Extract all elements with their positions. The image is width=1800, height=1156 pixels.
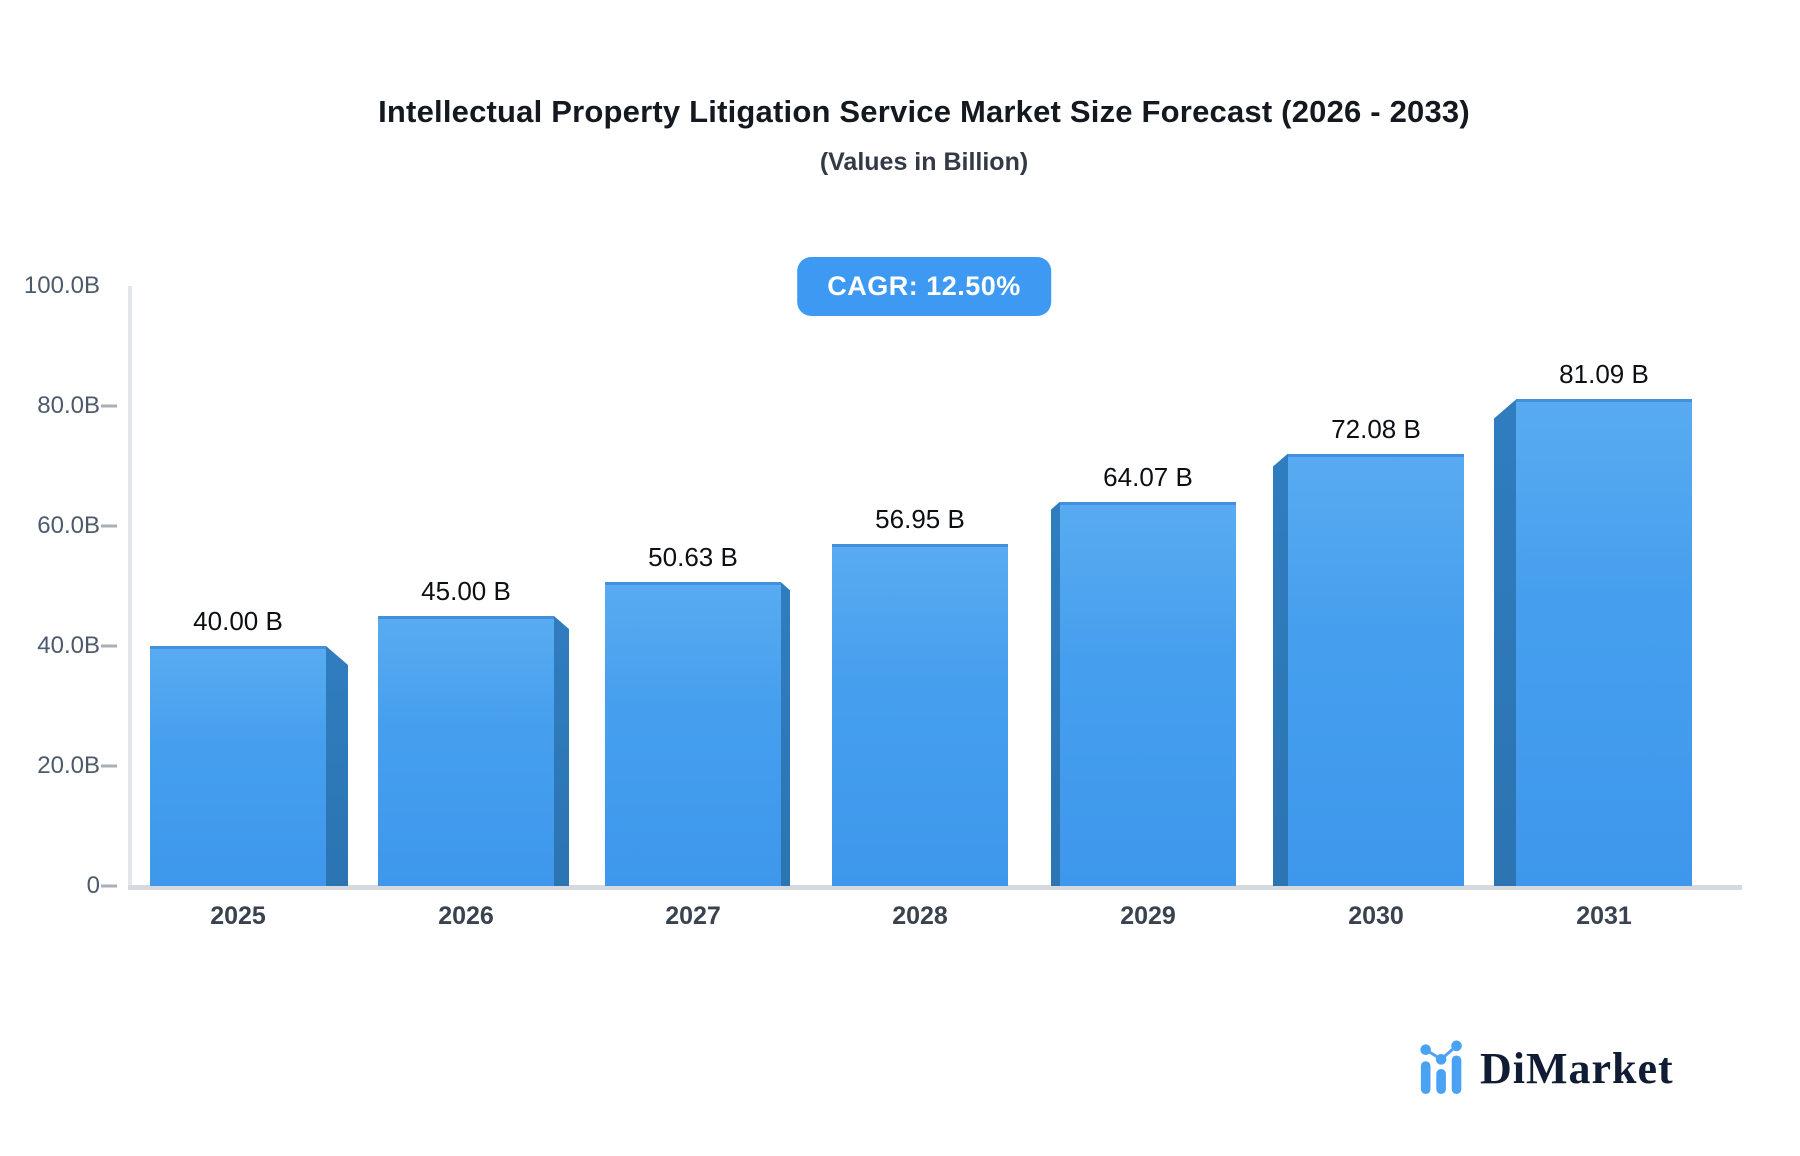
y-tick-label: 80.0B [37,392,100,419]
y-tick-label: 40.0B [37,632,100,659]
x-axis-line [128,885,1742,890]
bar-side-face [554,616,569,886]
y-tick-label: 100.0B [23,272,100,299]
y-tick-dash [101,884,117,888]
x-tick-label: 2030 [1348,902,1404,930]
x-tick-label: 2026 [438,902,494,930]
x-tick-label: 2031 [1576,902,1632,930]
y-tick-dash [101,644,117,648]
bar-2031[interactable] [1516,399,1692,886]
y-tick-dash [101,764,117,768]
y-axis-line [128,286,132,887]
bar-value-label: 81.09 B [1559,359,1649,390]
bar-side-face [1273,453,1288,886]
bar-2030[interactable] [1288,453,1464,886]
y-tick-label: 20.0B [37,752,100,779]
bar-value-label: 50.63 B [648,542,738,573]
bar-2029[interactable] [1060,501,1236,886]
bar-value-label: 64.07 B [1103,461,1193,492]
x-tick-label: 2027 [665,902,721,930]
y-tick-dash [101,524,117,528]
bar-value-label: 72.08 B [1331,413,1421,444]
brand-chart-icon [1420,1040,1462,1094]
bar-side-face [326,646,348,886]
y-tick-label: 60.0B [37,512,100,539]
bar-value-label: 40.00 B [193,606,283,636]
chart-subtitle: (Values in Billion) [819,148,1029,176]
brand-name: DiMarket [1480,1043,1674,1093]
bar-side-face [781,582,790,886]
bar-2026[interactable] [378,616,554,886]
bar-value-label: 56.95 B [875,504,965,535]
bar-2027[interactable] [605,582,781,886]
chart-title: Intellectual Property Litigation Service… [378,94,1470,129]
x-tick-label: 2029 [1120,902,1176,930]
y-tick-label: 0 [86,872,100,899]
bar-value-label: 45.00 B [421,576,511,606]
bar-2028[interactable] [832,544,1008,886]
brand-logo[interactable]: DiMarket [1418,1040,1674,1096]
y-tick-dash [101,404,117,408]
bar-side-face [1051,501,1060,886]
cagr-badge: CAGR: 12.50% [797,257,1051,316]
x-tick-label: 2025 [210,902,266,930]
x-tick-label: 2028 [892,902,948,930]
bar-side-face [1494,399,1516,886]
bar-2025[interactable] [150,646,326,886]
